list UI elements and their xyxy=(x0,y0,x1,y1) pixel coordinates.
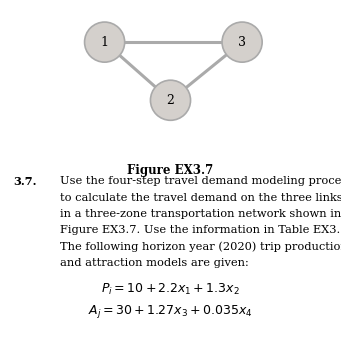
Text: The following horizon year (2020) trip production: The following horizon year (2020) trip p… xyxy=(60,241,341,252)
Ellipse shape xyxy=(85,22,125,62)
Text: and attraction models are given:: and attraction models are given: xyxy=(60,258,249,268)
Text: in a three-zone transportation network shown in: in a three-zone transportation network s… xyxy=(60,209,341,219)
Text: Figure EX3.7. Use the information in Table EX3.7.1.: Figure EX3.7. Use the information in Tab… xyxy=(60,225,341,235)
Text: $P_i = 10 + 2.2x_1 + 1.3x_2$: $P_i = 10 + 2.2x_1 + 1.3x_2$ xyxy=(101,282,240,297)
Text: $A_j = 30 + 1.27x_3 + 0.035x_4$: $A_j = 30 + 1.27x_3 + 0.035x_4$ xyxy=(88,303,253,320)
Text: Figure EX3.7: Figure EX3.7 xyxy=(128,164,213,177)
Text: 1: 1 xyxy=(101,35,109,49)
Text: Use the four-step travel demand modeling procedure: Use the four-step travel demand modeling… xyxy=(60,176,341,187)
Ellipse shape xyxy=(150,80,191,120)
Text: to calculate the travel demand on the three links: to calculate the travel demand on the th… xyxy=(60,193,341,203)
Text: 3: 3 xyxy=(238,35,246,49)
Text: 3.7.: 3.7. xyxy=(14,176,37,188)
Text: 2: 2 xyxy=(166,94,175,107)
Ellipse shape xyxy=(222,22,262,62)
